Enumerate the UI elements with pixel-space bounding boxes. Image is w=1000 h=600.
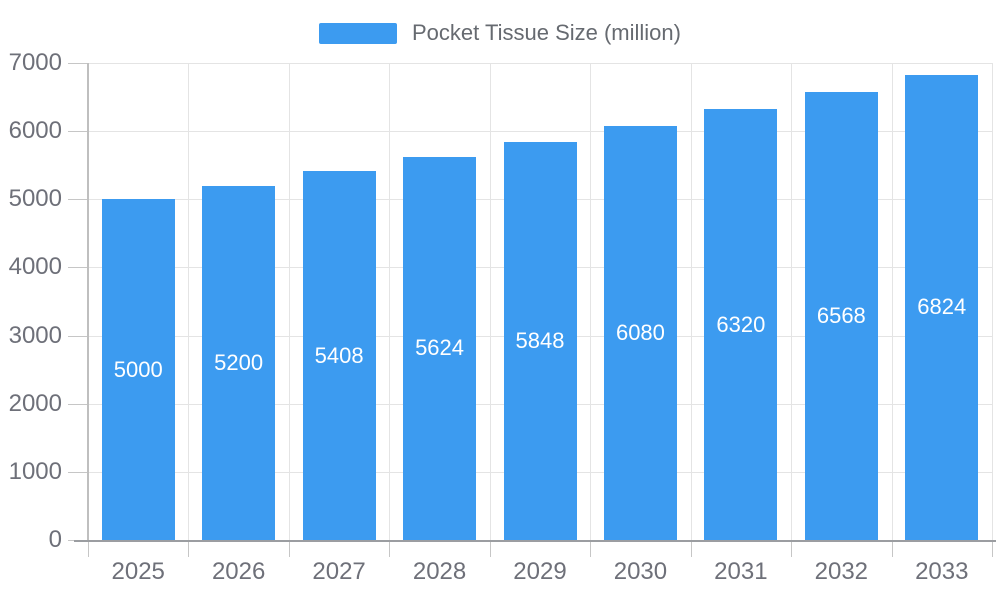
bar[interactable] [202, 185, 276, 540]
x-axis-tick-label: 2029 [513, 558, 567, 585]
y-axis-tick-label: 5000 [8, 185, 62, 213]
x-axis-tick [791, 541, 793, 557]
x-axis-tick [389, 541, 391, 557]
x-axis-tick-label: 2025 [111, 558, 165, 585]
gridline-horizontal [88, 131, 992, 133]
y-axis-tick-label: 3000 [8, 321, 62, 349]
x-axis-tick [590, 541, 592, 557]
y-axis-tick [68, 63, 88, 64]
x-axis-line [74, 540, 996, 542]
y-axis-tick-label: 7000 [8, 49, 62, 76]
x-axis-tick-label: 2030 [613, 558, 668, 585]
gridline-vertical [188, 63, 190, 540]
y-axis-line [87, 63, 89, 540]
bar[interactable] [302, 171, 376, 540]
x-axis-tick [288, 541, 290, 557]
legend-label: Pocket Tissue Size (million) [412, 20, 681, 45]
bar[interactable] [403, 156, 477, 540]
x-axis-tick [88, 541, 89, 557]
gridline-vertical [489, 63, 491, 540]
gridline-vertical [690, 63, 692, 540]
x-axis-tick [891, 541, 893, 557]
x-axis-tick [489, 541, 491, 557]
bar[interactable] [704, 109, 778, 540]
y-axis-tick-label: 0 [48, 526, 62, 553]
gridline-horizontal [88, 63, 992, 64]
y-axis-tick [68, 471, 88, 473]
x-axis-tick-label: 2032 [814, 558, 869, 585]
x-axis-tick [188, 541, 190, 557]
gridline-vertical [288, 63, 290, 540]
x-axis-tick-label: 2027 [312, 558, 366, 585]
y-axis-tick [68, 199, 88, 201]
gridline-vertical [891, 63, 893, 540]
gridline-vertical [389, 63, 391, 540]
y-axis-tick [68, 403, 88, 405]
x-axis-tick-label: 2026 [211, 558, 266, 585]
y-axis-tick [68, 335, 88, 337]
gridline-vertical [992, 63, 993, 540]
y-axis-tick [68, 131, 88, 133]
y-axis-tick-label: 2000 [8, 389, 62, 417]
bar[interactable] [603, 125, 677, 540]
x-axis-tick [690, 541, 692, 557]
y-axis-tick [68, 267, 88, 269]
bar[interactable] [804, 92, 878, 540]
gridline-vertical [791, 63, 793, 540]
x-axis-tick-label: 2028 [412, 558, 467, 585]
legend-swatch [319, 22, 397, 44]
legend[interactable]: Pocket Tissue Size (million) [0, 20, 1000, 46]
bar[interactable] [503, 141, 577, 540]
x-axis-tick [992, 541, 993, 557]
y-axis-tick-label: 4000 [8, 253, 62, 281]
bar[interactable] [101, 199, 175, 540]
bar[interactable] [905, 74, 979, 540]
x-axis-tick-label: 2031 [714, 558, 768, 585]
x-axis-tick-label: 2033 [915, 558, 969, 585]
y-axis-tick-label: 1000 [8, 457, 62, 485]
y-axis-tick-label: 6000 [8, 117, 62, 145]
gridline-vertical [590, 63, 592, 540]
